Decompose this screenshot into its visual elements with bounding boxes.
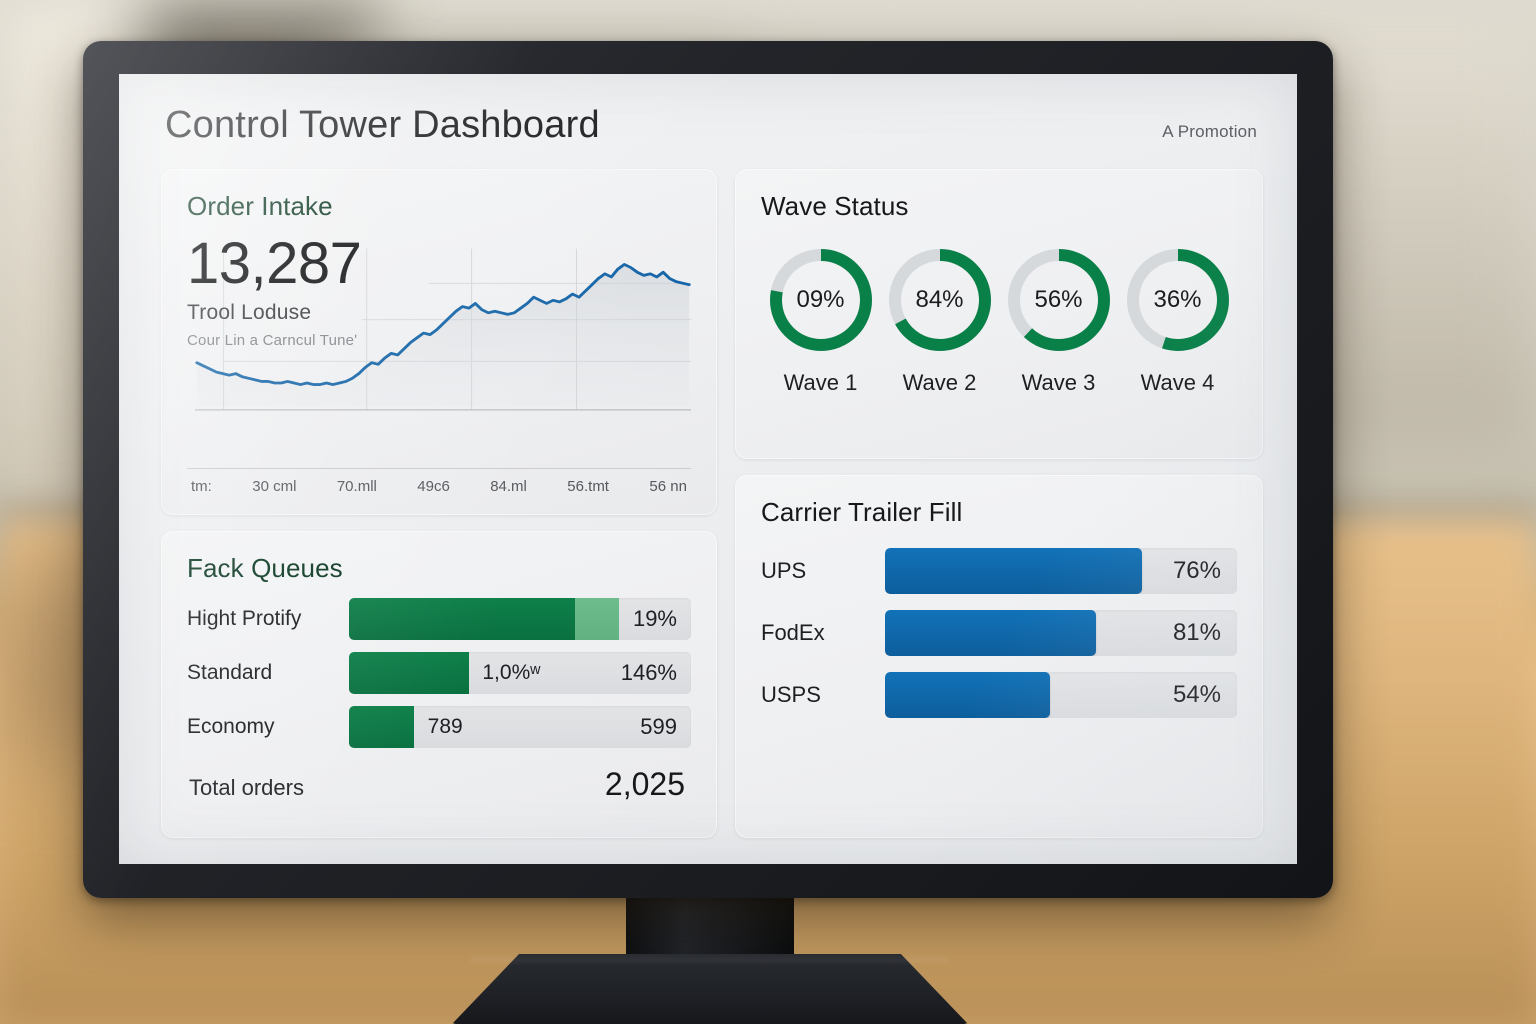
queue-label: Economy [187, 715, 275, 738]
wave-gauge-item: 36% Wave 4 [1122, 244, 1234, 396]
carrier-row: FodEx 81% [761, 610, 1237, 656]
carrier-bar-fill [885, 548, 1142, 594]
carrier-label: UPS [761, 558, 807, 583]
order-intake-sparkline [195, 248, 691, 411]
monitor-stand-highlight [470, 958, 950, 962]
axis-tick-3: 49c6 [417, 478, 450, 495]
page-title: Control Tower Dashboard [165, 104, 600, 146]
wave-status-card: Wave Status 09% Wave 1 84% Wave 2 56% Wave 3 3… [735, 169, 1263, 459]
pack-queues-title: Fack Queues [187, 553, 343, 583]
wave-gauge-label: Wave 2 [902, 370, 977, 395]
wave-gauge-label: Wave 1 [783, 370, 858, 395]
dashboard-header: Control Tower Dashboard A Promotion [161, 104, 1263, 147]
pack-queues-card: Fack Queues Hight Protify 19% Standard 1,0%… [161, 531, 717, 838]
pack-queues-total: Total orders 2,025 [187, 766, 691, 803]
wave-gauge-value: 56% [1034, 286, 1083, 313]
carrier-label: FodEx [761, 620, 825, 645]
carrier-row: UPS 76% [761, 548, 1237, 594]
wave-gauge-item: 09% Wave 1 [765, 244, 877, 396]
queue-row: Economy 789 599 [187, 706, 691, 748]
wave-gauge-label: Wave 3 [1021, 370, 1096, 395]
wave-gauge-item: 84% Wave 2 [884, 244, 996, 396]
wave-gauge: 36% [1122, 244, 1234, 356]
order-intake-axis: tm: 30 cml 70.mll 49c6 84.ml 56.tmt 56 nn [187, 468, 691, 495]
order-intake-title: Order Intake [187, 191, 333, 221]
carrier-fill-card: Carrier Trailer Fill UPS 76% FodEx 81% USPS 5… [735, 475, 1263, 838]
order-intake-value: 13,287 [187, 231, 362, 296]
wave-status-title: Wave Status [761, 191, 909, 221]
order-intake-metrics: 13,287 Trool Loduse Cour Lin a Carncul T… [187, 231, 362, 350]
order-intake-chart [195, 240, 691, 422]
queue-bar-fill [349, 706, 414, 748]
pack-queues-rows: Hight Protify 19% Standard 1,0%ʷ 146% Economy… [187, 598, 691, 748]
carrier-bar-fill [885, 672, 1051, 718]
order-intake-body: 13,287 Trool Loduse Cour Lin a Carncul T… [187, 234, 691, 462]
carrier-bar-track: 81% [885, 610, 1237, 656]
queue-label: Hight Protify [187, 607, 302, 630]
carrier-value: 76% [1172, 557, 1221, 584]
total-orders-value: 2,025 [604, 766, 685, 802]
carrier-fill-title: Carrier Trailer Fill [761, 497, 963, 527]
axis-tick-2: 70.mll [336, 478, 377, 495]
carrier-row: USPS 54% [761, 672, 1237, 718]
wave-gauge: 84% [884, 244, 996, 356]
carrier-bar-track: 54% [885, 672, 1237, 718]
order-intake-label: Trool Loduse [187, 301, 312, 325]
queue-value: 146% [620, 660, 677, 685]
queue-value: 19% [632, 606, 677, 631]
dashboard-body: Order Intake [161, 169, 1263, 838]
queue-bar-track: 19% [349, 598, 691, 640]
header-subtitle: A Promotion [1162, 122, 1257, 141]
wave-gauge: 09% [765, 244, 877, 356]
gauge-ring [1126, 249, 1229, 351]
gauge-ring [1007, 249, 1110, 351]
queue-inner-value: 1,0%ʷ [482, 661, 541, 684]
wave-gauge-value: 84% [915, 286, 964, 313]
order-intake-card: Order Intake [161, 169, 717, 515]
carrier-fill-rows: UPS 76% FodEx 81% USPS 54% [761, 548, 1237, 718]
right-column: Wave Status 09% Wave 1 84% Wave 2 56% Wave 3 3… [735, 169, 1263, 838]
carrier-value: 54% [1172, 681, 1221, 708]
queue-bar-fill [349, 598, 575, 640]
axis-tick-1: 30 cml [252, 478, 297, 495]
wave-gauge-label: Wave 4 [1140, 370, 1215, 395]
queue-bar-fill-secondary [574, 598, 620, 640]
wave-gauges: 09% Wave 1 84% Wave 2 56% Wave 3 36% Wave 4 [761, 244, 1237, 439]
queue-value: 599 [640, 714, 677, 739]
total-orders-label: Total orders [189, 775, 304, 800]
axis-tick-0: tm: [191, 478, 212, 495]
wave-gauge: 56% [1003, 244, 1115, 356]
carrier-label: USPS [761, 682, 821, 707]
monitor-screen: Control Tower Dashboard A Promotion Orde… [119, 74, 1297, 864]
gauge-ring [888, 249, 991, 351]
axis-tick-6: 56 nn [649, 478, 687, 495]
queue-row: Standard 1,0%ʷ 146% [187, 652, 691, 694]
carrier-bar-track: 76% [885, 548, 1237, 594]
order-intake-note: Cour Lin a Carncul Tuneʹ [187, 332, 358, 350]
wave-gauge-item: 56% Wave 3 [1003, 244, 1115, 396]
gauge-ring [769, 249, 872, 351]
axis-tick-4: 84.ml [490, 478, 527, 495]
left-column: Order Intake [161, 169, 717, 838]
queue-bar-fill [349, 652, 469, 694]
axis-tick-5: 56.tmt [567, 478, 609, 495]
wave-gauge-value: 09% [796, 286, 845, 313]
queue-bar-track: 1,0%ʷ 146% [349, 652, 691, 694]
wave-gauge-value: 36% [1153, 286, 1202, 313]
queue-inner-value: 789 [427, 715, 463, 738]
queue-bar-track: 789 599 [349, 706, 691, 748]
monitor-stand-base [452, 954, 968, 1024]
queue-label: Standard [187, 661, 273, 684]
monitor-bezel: Control Tower Dashboard A Promotion Orde… [83, 41, 1333, 898]
carrier-bar-fill [885, 610, 1097, 656]
queue-row: Hight Protify 19% [187, 598, 691, 640]
dashboard: Control Tower Dashboard A Promotion Orde… [119, 74, 1297, 864]
carrier-value: 81% [1172, 619, 1221, 646]
